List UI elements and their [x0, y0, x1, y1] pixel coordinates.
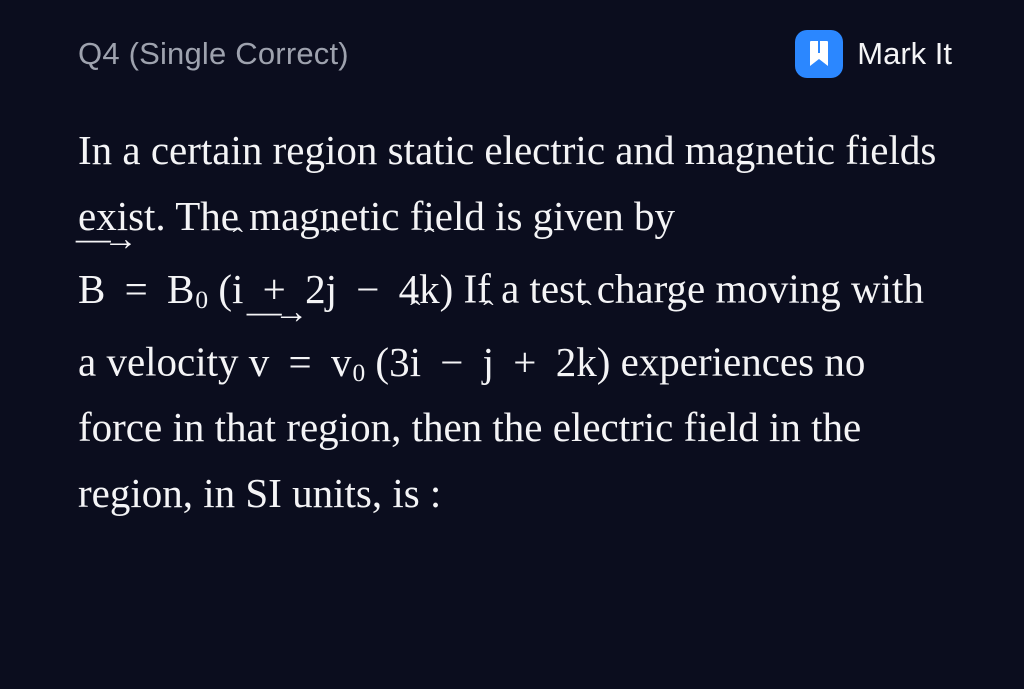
B0-symbol: B0 — [167, 266, 218, 312]
mark-it-button[interactable]: Mark It — [795, 30, 952, 78]
k-hat: k — [419, 257, 440, 323]
equation-magnetic-field: —→ B = B0 (i + 2j − 4k) — [78, 266, 464, 312]
mark-it-label: Mark It — [857, 36, 952, 72]
equals-sign: = — [116, 266, 157, 312]
question-segment-1: In a certain region static electric and … — [78, 127, 936, 239]
equation-velocity: —→ v = v0 (3i − j + 2k) — [249, 339, 621, 385]
j-hat: j — [483, 330, 494, 396]
vector-v: —→ v — [249, 322, 270, 395]
question-text: In a certain region static electric and … — [78, 118, 952, 526]
equals-sign: = — [280, 339, 321, 385]
v0-symbol: v0 — [331, 339, 375, 385]
i-hat: i — [410, 330, 421, 396]
header-row: Q4 (Single Correct) Mark It — [78, 30, 952, 78]
i-hat: i — [232, 257, 243, 323]
bookmark-icon — [795, 30, 843, 78]
k-hat: k — [576, 330, 597, 396]
vector-B: —→ B — [78, 249, 105, 322]
question-number-label: Q4 (Single Correct) — [78, 36, 349, 72]
j-hat: j — [326, 257, 337, 323]
question-card: Q4 (Single Correct) Mark It In a certain… — [0, 0, 1024, 556]
